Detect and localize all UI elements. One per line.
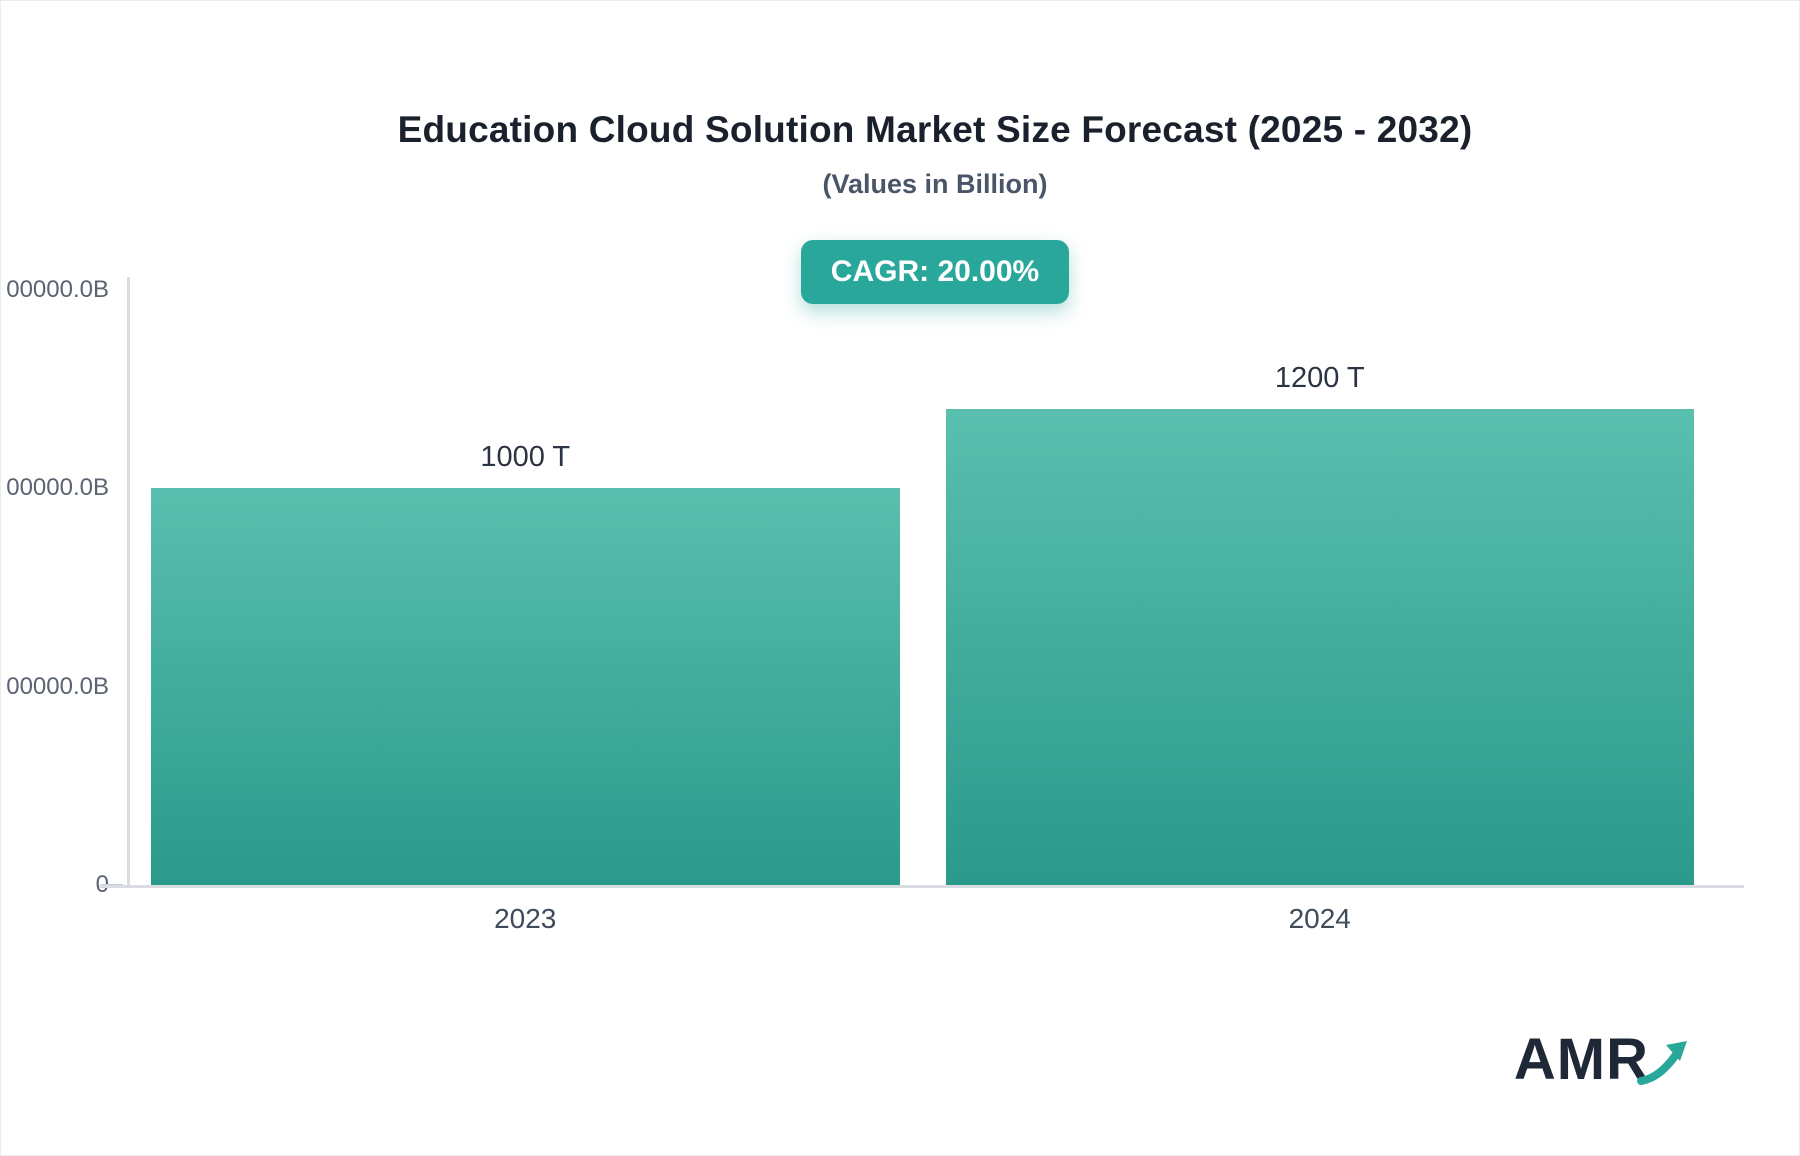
bar-2023 (151, 488, 900, 885)
chart-title: Education Cloud Solution Market Size For… (397, 109, 1473, 150)
bar-value-label: 1200 T (1274, 362, 1365, 394)
x-axis-label: 2024 (1288, 903, 1351, 934)
bar-slot-2023: 1000 T (151, 290, 900, 885)
chart-subtitle: (Values in Billion) (822, 169, 1048, 199)
amr-logo: AMR (1514, 1026, 1689, 1093)
growth-arrow-icon (1637, 1040, 1687, 1085)
x-axis-label: 2023 (494, 903, 557, 934)
y-tick-label: 00000.0B (6, 672, 109, 700)
bar-slot-2024: 1200 T (945, 290, 1694, 885)
bar-value-label: 1000 T (480, 441, 571, 474)
x-axis-labels: 2023 2024 (127, 903, 1741, 935)
x-axis-line (99, 885, 1744, 888)
bar-2024 (945, 409, 1694, 885)
y-axis-line (127, 277, 130, 887)
y-axis-ticks: 00000.0B 00000.0B 00000.0B 0 (1, 276, 109, 898)
amr-logo-text: AMR (1513, 1027, 1649, 1092)
y-tick-label: 00000.0B (6, 474, 109, 502)
plot-area: 1000 T 1200 T (127, 290, 1741, 885)
y-tick-label: 00000.0B (6, 276, 109, 303)
chart-header: Education Cloud Solution Market Size For… (131, 109, 1739, 304)
cagr-badge: CAGR: 20.00% (800, 240, 1070, 304)
y-tick-label: 0 (1, 871, 109, 899)
